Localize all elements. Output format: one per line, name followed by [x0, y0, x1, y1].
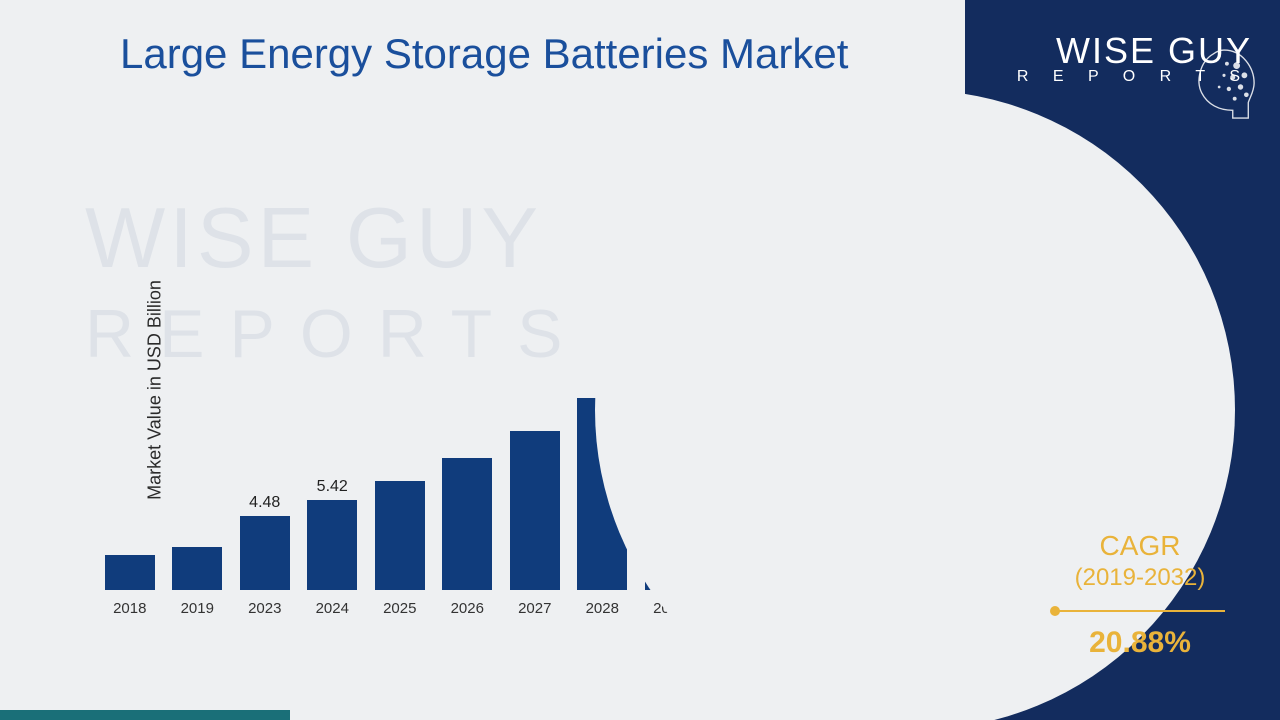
- brand-logo: WISE GUY R E P O R T S: [997, 30, 1252, 86]
- bar: [240, 516, 290, 590]
- bar: [172, 547, 222, 590]
- bar-wrap: 5.42: [299, 160, 367, 590]
- x-tick-label: 2028: [569, 594, 637, 620]
- cagr-divider: [1055, 610, 1225, 612]
- x-tick-label: 2019: [164, 594, 232, 620]
- bar-wrap: [164, 160, 232, 590]
- bar: [375, 481, 425, 590]
- cagr-label: CAGR: [1030, 530, 1250, 562]
- bar: [105, 555, 155, 590]
- bar-wrap: [501, 160, 569, 590]
- bar-wrap: [366, 160, 434, 590]
- bar: [307, 500, 357, 590]
- chart-title: Large Energy Storage Batteries Market: [120, 30, 848, 77]
- bar-value-label: 4.48: [231, 494, 299, 512]
- x-tick-label: 2018: [96, 594, 164, 620]
- head-icon: [1190, 48, 1258, 126]
- x-tick-label: 2024: [299, 594, 367, 620]
- cagr-value: 20.88%: [1030, 626, 1250, 660]
- bar-wrap: [434, 160, 502, 590]
- bar-value-label: 5.42: [299, 478, 367, 496]
- cagr-block: CAGR (2019-2032) 20.88%: [1030, 530, 1250, 660]
- x-tick-label: 2027: [501, 594, 569, 620]
- bar-wrap: 4.48: [231, 160, 299, 590]
- x-tick-label: 2025: [366, 594, 434, 620]
- bar-wrap: [96, 160, 164, 590]
- infographic-canvas: WISE GUY REPORTS Large Energy Storage Ba…: [0, 0, 1280, 720]
- cagr-period: (2019-2032): [1030, 564, 1250, 592]
- x-tick-label: 2026: [434, 594, 502, 620]
- bar: [442, 458, 492, 590]
- bottom-accent-bar: [0, 710, 290, 720]
- x-tick-label: 2023: [231, 594, 299, 620]
- bar: [510, 431, 560, 590]
- side-panel: WISE GUY R E P O R T S CAGR (2019-2032) …: [965, 0, 1280, 720]
